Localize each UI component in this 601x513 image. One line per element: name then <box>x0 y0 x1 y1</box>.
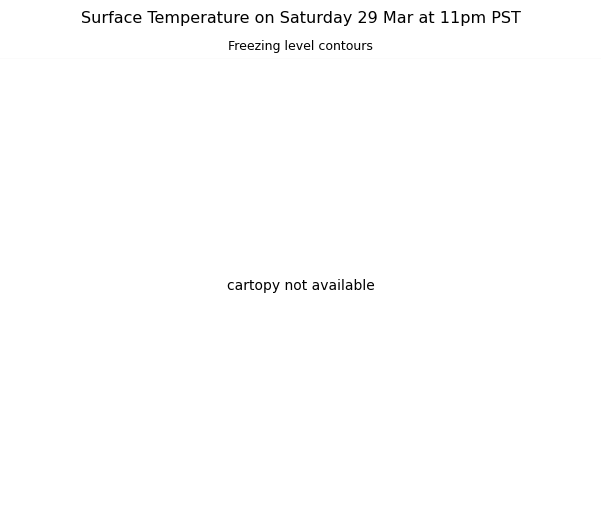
Text: Surface Temperature on Saturday 29 Mar at 11pm PST: Surface Temperature on Saturday 29 Mar a… <box>81 11 520 26</box>
Text: Freezing level contours: Freezing level contours <box>228 40 373 52</box>
Text: cartopy not available: cartopy not available <box>227 279 374 293</box>
